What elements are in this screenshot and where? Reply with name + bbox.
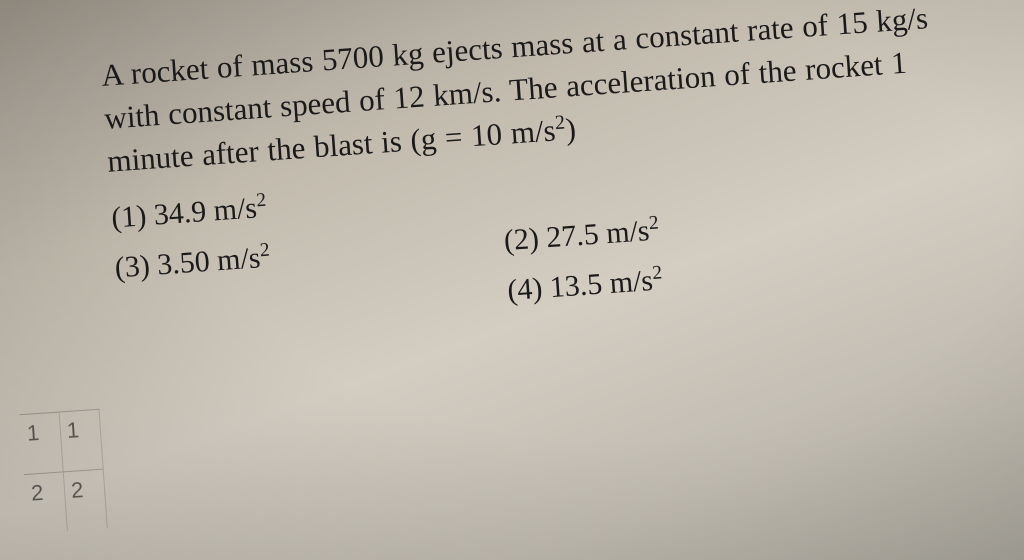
option-3: (3) 3.50 m/s2 xyxy=(114,231,416,286)
option-1: (1) 34.9 m/s2 xyxy=(110,181,412,236)
margin-cell: 1 xyxy=(20,412,64,475)
unit-sq: 2 xyxy=(256,190,267,212)
margin-cell: 1 xyxy=(60,409,104,472)
question-stem-text: A rocket of mass 5700 kg ejects mass at … xyxy=(100,0,929,178)
option-1-text: (1) 34.9 m/s xyxy=(110,192,258,235)
margin-cell: 2 xyxy=(64,469,108,532)
option-2-text: (2) 27.5 m/s xyxy=(503,214,651,257)
option-4: (4) 13.5 m/s2 xyxy=(506,254,808,309)
margin-table: 1 1 2 2 xyxy=(20,409,108,534)
option-2: (2) 27.5 m/s2 xyxy=(503,204,805,259)
option-3-text: (3) 3.50 m/s xyxy=(114,242,262,285)
unit-sq: 2 xyxy=(648,213,659,235)
photographed-page: A rocket of mass 5700 kg ejects mass at … xyxy=(0,0,1024,560)
unit-sq: 2 xyxy=(652,263,663,285)
options-grid: (1) 34.9 m/s2 (2) 27.5 m/s2 (3) 3.50 m/s… xyxy=(110,136,988,340)
margin-cell: 2 xyxy=(24,471,68,534)
question-block: A rocket of mass 5700 kg ejects mass at … xyxy=(100,0,988,341)
unit-sq: 2 xyxy=(259,240,270,262)
option-4-text: (4) 13.5 m/s xyxy=(506,264,654,307)
question-stem: A rocket of mass 5700 kg ejects mass at … xyxy=(100,0,977,183)
